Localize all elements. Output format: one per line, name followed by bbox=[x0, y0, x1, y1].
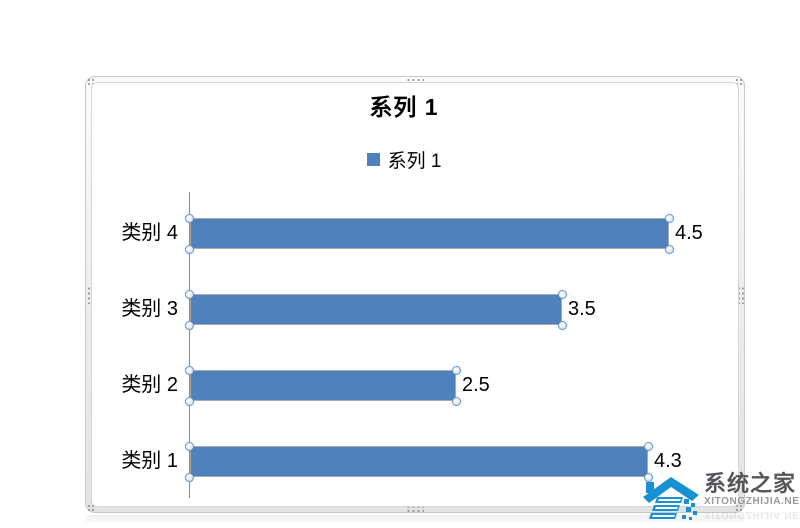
chart-area[interactable]: 系列 1 系列 1 类别 4 4.5 类别 3 3.5 类别 2 2.5 类别 1 4.3 bbox=[91, 82, 739, 507]
selection-handle[interactable] bbox=[185, 366, 194, 375]
selection-handle[interactable] bbox=[185, 473, 194, 482]
resize-grip-left[interactable] bbox=[87, 285, 94, 304]
selection-handle[interactable] bbox=[185, 442, 194, 451]
data-bar[interactable] bbox=[190, 294, 562, 325]
selection-handle[interactable] bbox=[558, 290, 567, 299]
category-axis-line[interactable] bbox=[189, 192, 190, 498]
value-label: 2.5 bbox=[462, 374, 490, 396]
data-bar[interactable] bbox=[190, 218, 669, 249]
legend-marker-icon bbox=[366, 153, 380, 166]
site-watermark: 系统之家 XITONGZHIJIA.NET XITONGZHIJIA.NET bbox=[643, 471, 800, 521]
selection-handle[interactable] bbox=[452, 366, 461, 375]
site-url-reflection: XITONGZHIJIA.NET bbox=[704, 509, 800, 520]
category-label[interactable]: 类别 3 bbox=[121, 298, 178, 320]
site-name: 系统之家 bbox=[704, 471, 797, 496]
resize-grip-top-left[interactable] bbox=[87, 78, 95, 86]
resize-grip-right[interactable] bbox=[737, 285, 744, 304]
chart-title[interactable]: 系列 1 bbox=[369, 94, 439, 120]
selection-handle[interactable] bbox=[185, 245, 194, 254]
category-label[interactable]: 类别 4 bbox=[121, 222, 178, 244]
value-label: 4.3 bbox=[654, 450, 682, 472]
resize-grip-top[interactable] bbox=[406, 78, 424, 85]
selection-handle[interactable] bbox=[558, 321, 567, 330]
chart-legend[interactable]: 系列 1 bbox=[366, 146, 442, 173]
value-label: 3.5 bbox=[568, 298, 596, 320]
resize-grip-bottom[interactable] bbox=[406, 505, 424, 512]
data-bar[interactable] bbox=[190, 446, 648, 477]
site-url: XITONGZHIJIA.NET bbox=[704, 496, 800, 507]
selection-handle[interactable] bbox=[644, 442, 653, 451]
site-logo-icon bbox=[643, 477, 699, 520]
selection-handle[interactable] bbox=[185, 214, 194, 223]
category-label[interactable]: 类别 2 bbox=[121, 374, 178, 396]
selection-handle[interactable] bbox=[452, 397, 461, 406]
resize-grip-bottom-right[interactable] bbox=[735, 504, 743, 512]
frame-reflection bbox=[85, 515, 745, 524]
selection-handle[interactable] bbox=[185, 290, 194, 299]
resize-grip-bottom-left[interactable] bbox=[87, 504, 95, 512]
category-label[interactable]: 类别 1 bbox=[121, 450, 178, 472]
chart-object-frame[interactable]: 系列 1 系列 1 类别 4 4.5 类别 3 3.5 类别 2 2.5 类别 1 4.3 bbox=[85, 76, 745, 513]
selection-handle[interactable] bbox=[644, 473, 653, 482]
data-bar[interactable] bbox=[190, 370, 456, 401]
selection-handle[interactable] bbox=[665, 245, 674, 254]
selection-handle[interactable] bbox=[185, 397, 194, 406]
plot-area: 类别 4 4.5 类别 3 3.5 类别 2 2.5 类别 1 4.3 bbox=[92, 83, 738, 506]
chart-header: 系列 1 系列 1 bbox=[92, 83, 738, 173]
selection-handle[interactable] bbox=[185, 321, 194, 330]
resize-grip-top-right[interactable] bbox=[735, 78, 743, 86]
value-label: 4.5 bbox=[675, 222, 703, 244]
selection-handle[interactable] bbox=[665, 214, 674, 223]
legend-label: 系列 1 bbox=[387, 151, 442, 172]
